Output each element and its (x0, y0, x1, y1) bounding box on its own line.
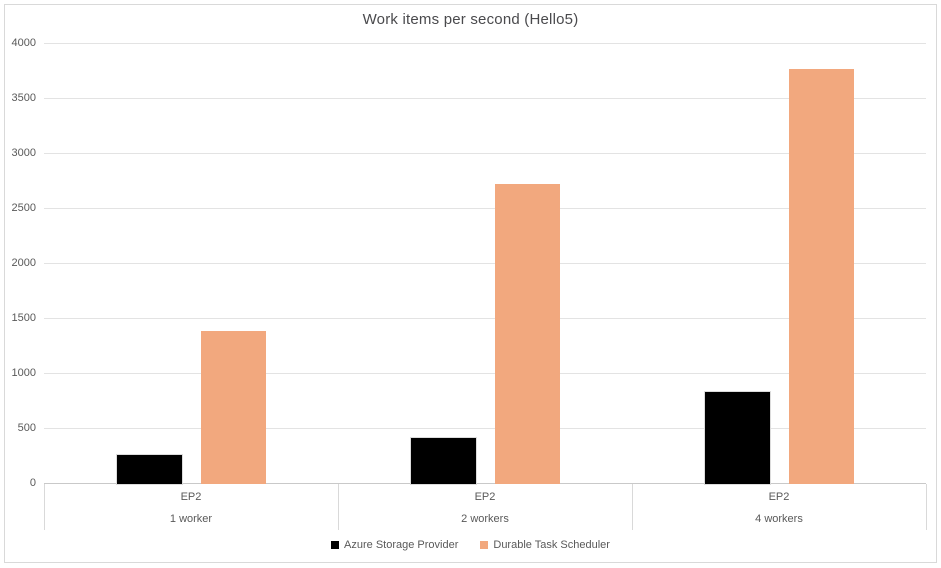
legend-label: Azure Storage Provider (344, 539, 459, 551)
gridline (44, 153, 926, 154)
y-tick-label: 3500 (11, 92, 36, 104)
category-workers-label: 2 workers (461, 513, 509, 525)
category-separator (926, 484, 927, 530)
gridline (44, 373, 926, 374)
legend-item-azure-storage-provider: Azure Storage Provider (331, 539, 458, 551)
category-workers-label: 4 workers (755, 513, 803, 525)
category-separator (632, 484, 633, 530)
y-tick-label: 3000 (11, 147, 36, 159)
y-tick-label: 1000 (11, 367, 36, 379)
azure-storage-provider-bar (410, 437, 476, 484)
legend-color-swatch (480, 541, 489, 549)
category-separator (44, 484, 45, 530)
legend: Azure Storage Provider Durable Task Sched… (0, 539, 941, 551)
y-tick-label: 2000 (11, 257, 36, 269)
gridline (44, 428, 926, 429)
gridline (44, 208, 926, 209)
category-workers-label: 1 worker (169, 513, 213, 525)
legend-item-durable-task-scheduler: Durable Task Scheduler (480, 539, 610, 551)
y-tick-label: 4000 (11, 37, 36, 49)
category-separator (338, 484, 339, 530)
gridline (44, 318, 926, 319)
category-plan-label: EP2 (180, 491, 202, 503)
gridline (44, 263, 926, 264)
durable-task-scheduler-bar (200, 331, 266, 484)
y-tick-label: 0 (29, 477, 36, 489)
y-tick-label: 1500 (11, 312, 36, 324)
durable-task-scheduler-bar (494, 183, 560, 484)
durable-task-scheduler-bar (788, 69, 854, 484)
azure-storage-provider-bar (116, 455, 182, 484)
gridline (44, 43, 926, 44)
y-tick-label: 500 (17, 422, 36, 434)
category-plan-label: EP2 (474, 491, 496, 503)
category-plan-label: EP2 (768, 491, 790, 503)
gridline (44, 98, 926, 99)
legend-color-swatch (331, 541, 340, 549)
legend-label: Durable Task Scheduler (493, 539, 610, 551)
y-tick-label: 2500 (11, 202, 36, 214)
azure-storage-provider-bar (704, 391, 770, 484)
chart-title: Work items per second (Hello5) (362, 11, 579, 28)
x-axis-baseline (44, 483, 926, 484)
